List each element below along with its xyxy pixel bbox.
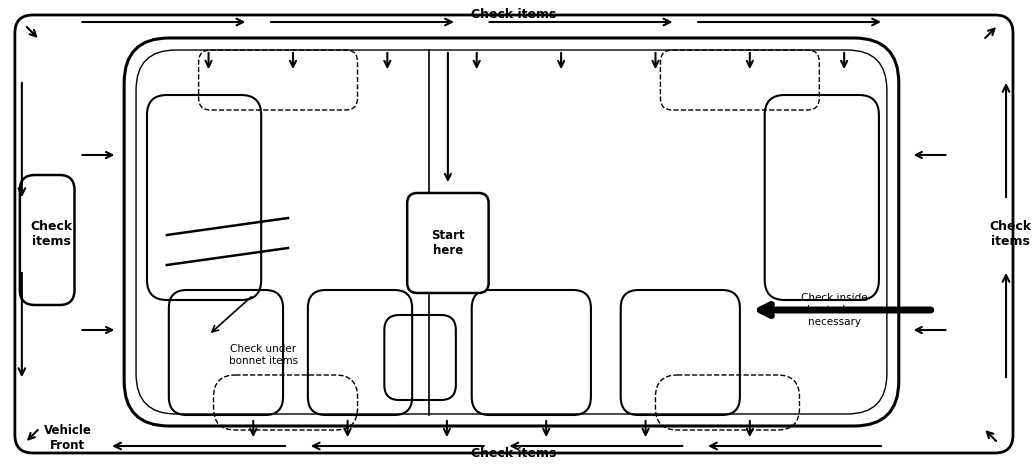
Text: Check under
bonnet items: Check under bonnet items bbox=[229, 344, 298, 366]
Text: Check
items: Check items bbox=[31, 220, 72, 248]
Text: Check
items: Check items bbox=[989, 220, 1031, 248]
Text: Check items: Check items bbox=[471, 8, 557, 21]
FancyBboxPatch shape bbox=[407, 193, 489, 293]
Text: Vehicle
Front: Vehicle Front bbox=[43, 424, 91, 452]
Text: Check inside
boot when
necessary: Check inside boot when necessary bbox=[801, 293, 867, 327]
Text: Check items: Check items bbox=[471, 447, 557, 460]
Text: Start
here: Start here bbox=[432, 229, 465, 257]
